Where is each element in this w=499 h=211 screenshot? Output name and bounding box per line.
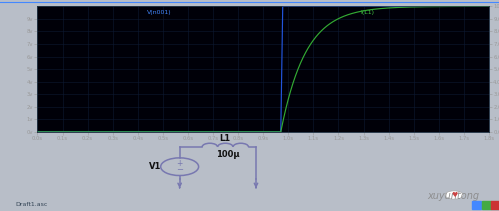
Bar	[491, 201, 499, 209]
Text: ♥: ♥	[451, 192, 457, 198]
Circle shape	[445, 191, 463, 199]
Bar	[482, 201, 491, 209]
Text: V1: V1	[149, 162, 161, 171]
FancyArrowPatch shape	[178, 183, 181, 187]
Text: −: −	[176, 165, 183, 174]
Bar	[472, 201, 481, 209]
Text: I(L1): I(L1)	[360, 10, 374, 15]
Text: L1: L1	[220, 134, 231, 143]
Text: V(n001): V(n001)	[147, 10, 172, 15]
Text: 100μ: 100μ	[216, 150, 240, 159]
Text: xuyuntong: xuyuntong	[427, 191, 479, 201]
Text: +: +	[177, 159, 183, 168]
Text: Draft1.asc: Draft1.asc	[15, 202, 47, 207]
FancyArrowPatch shape	[254, 183, 257, 187]
